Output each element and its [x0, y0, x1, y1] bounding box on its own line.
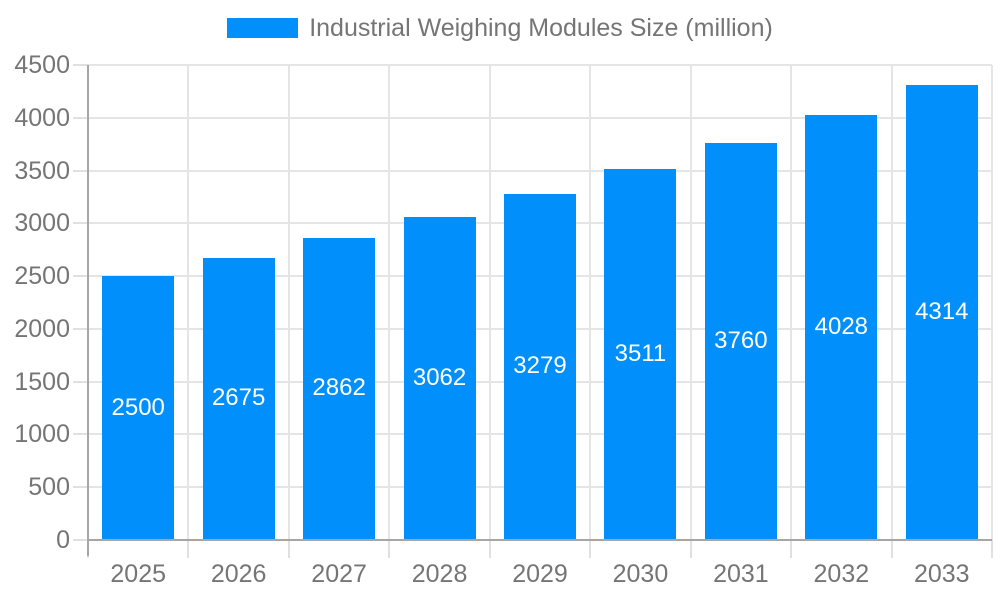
- x-axis-label: 2033: [913, 560, 970, 588]
- gridline-v: [991, 65, 993, 540]
- gridline-h: [88, 116, 992, 119]
- bar[interactable]: 4028: [805, 114, 878, 539]
- x-tick: [890, 540, 893, 558]
- x-tick: [589, 540, 592, 558]
- x-axis-line: [88, 539, 992, 541]
- gridline-v: [388, 65, 391, 540]
- x-tick: [790, 540, 793, 558]
- gridline-v: [287, 65, 290, 540]
- bar-value-label: 2862: [312, 374, 366, 402]
- x-tick: [287, 540, 290, 558]
- x-tick: [388, 540, 391, 558]
- bar[interactable]: 3062: [403, 216, 476, 539]
- gridline-v: [890, 65, 893, 540]
- y-tick: [73, 380, 88, 383]
- gridline-v: [589, 65, 592, 540]
- y-axis-label: 2500: [14, 262, 70, 291]
- y-tick: [73, 539, 88, 541]
- gridline-v: [488, 65, 491, 540]
- gridline-v: [689, 65, 692, 540]
- bar[interactable]: 2500: [102, 276, 175, 539]
- y-tick: [73, 275, 88, 278]
- bar-value-label: 3760: [714, 327, 768, 355]
- x-axis-label: 2028: [411, 560, 468, 588]
- gridline-v: [187, 65, 190, 540]
- y-axis-label: 3500: [14, 156, 70, 185]
- bar[interactable]: 4314: [905, 84, 978, 539]
- y-tick: [73, 327, 88, 330]
- bar-value-label: 2500: [111, 393, 165, 421]
- y-axis-label: 3000: [14, 209, 70, 238]
- legend-label: Industrial Weighing Modules Size (millio…: [309, 13, 773, 42]
- bar-value-label: 4028: [814, 312, 869, 340]
- bar-value-label: 3279: [513, 352, 567, 380]
- gridline-v: [790, 65, 793, 540]
- x-axis-label: 2027: [311, 560, 367, 588]
- x-axis-label: 2029: [512, 560, 568, 588]
- x-tick: [689, 540, 692, 558]
- y-axis-label: 2000: [14, 314, 70, 343]
- y-axis-label: 1000: [14, 420, 70, 449]
- bar-value-label: 2675: [211, 384, 266, 412]
- y-tick: [73, 169, 88, 172]
- chart-legend: Industrial Weighing Modules Size (millio…: [0, 0, 1000, 56]
- x-tick: [488, 540, 491, 558]
- legend-item[interactable]: Industrial Weighing Modules Size (millio…: [227, 14, 773, 43]
- gridline-h: [88, 64, 992, 66]
- x-axis-label: 2025: [110, 560, 167, 588]
- y-axis-label: 0: [56, 526, 70, 554]
- gridline-h: [88, 169, 992, 172]
- x-axis-label: 2030: [612, 560, 669, 588]
- bar[interactable]: 3760: [704, 143, 777, 539]
- y-tick: [73, 222, 88, 225]
- y-axis-label: 4000: [14, 103, 70, 132]
- legend-marker-swatch: [227, 18, 299, 38]
- bar[interactable]: 2675: [202, 257, 275, 539]
- y-tick: [73, 433, 88, 436]
- bar-value-label: 3511: [614, 340, 667, 368]
- x-axis-label: 2032: [813, 560, 870, 588]
- bar-value-label: 3062: [412, 363, 467, 391]
- y-axis-label: 500: [28, 473, 70, 502]
- x-tick: [991, 540, 993, 558]
- y-tick: [73, 64, 88, 66]
- bar[interactable]: 3279: [504, 193, 576, 539]
- y-axis-line: [87, 65, 89, 556]
- bar[interactable]: 3511: [604, 169, 677, 539]
- x-axis-label: 2031: [713, 560, 769, 588]
- x-tick: [187, 540, 190, 558]
- x-axis-label: 2026: [210, 560, 267, 588]
- y-axis-label: 1500: [14, 367, 70, 396]
- y-axis-label: 4500: [14, 51, 70, 79]
- y-tick: [73, 116, 88, 119]
- y-tick: [73, 486, 88, 489]
- bar[interactable]: 2862: [303, 237, 376, 539]
- bar-value-label: 4314: [915, 297, 969, 325]
